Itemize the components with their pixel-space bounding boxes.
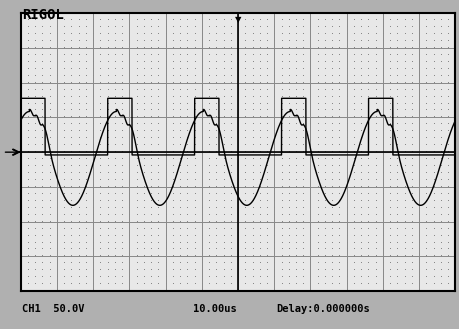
Text: ▼: ▼ bbox=[234, 15, 241, 24]
Text: RIGOL: RIGOL bbox=[22, 8, 64, 22]
Text: Delay:0.000000s: Delay:0.000000s bbox=[275, 304, 369, 314]
Text: 10.00us: 10.00us bbox=[193, 304, 236, 314]
Bar bbox=[11, 148, 20, 157]
Text: CH1  50.0V: CH1 50.0V bbox=[22, 304, 84, 314]
